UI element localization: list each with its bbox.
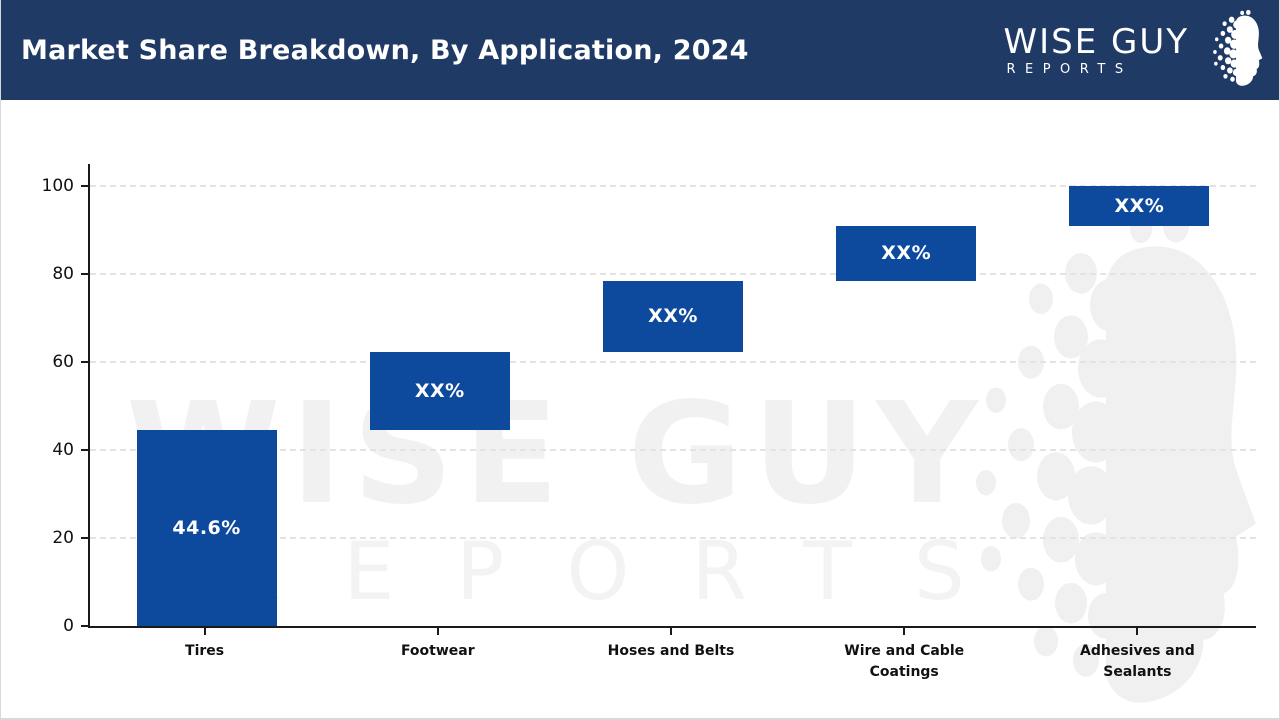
x-tick-mark — [436, 628, 439, 635]
y-tick-mark — [81, 273, 88, 275]
bar-adhesives-and-sealants: XX% — [1069, 186, 1210, 226]
bar-value-label: XX% — [1114, 194, 1165, 217]
x-tick-mark — [670, 628, 672, 635]
x-category-label: Hoses and Belts — [607, 643, 735, 659]
gridline-40 — [90, 449, 1256, 451]
y-tick-mark — [81, 537, 88, 539]
gridline-80 — [90, 273, 1256, 275]
bar-value-label: 44.6% — [172, 516, 241, 539]
gridline-20 — [90, 537, 1256, 539]
bar-hoses-and-belts: XX% — [603, 281, 743, 352]
y-tick-mark — [81, 361, 88, 363]
y-tick-mark — [81, 449, 88, 451]
logo-wordmark: WISE GUY REPORTS — [1003, 25, 1189, 76]
bar-value-label: XX% — [648, 305, 698, 328]
x-axis-labels: Tires Footwear Hoses and Belts Wire and Cab… — [88, 628, 1254, 698]
logo-dotted-head-icon — [1213, 10, 1263, 86]
y-tick-mark — [81, 625, 88, 627]
x-tick-mark — [903, 628, 906, 635]
gridline-100 — [90, 185, 1256, 187]
header: Market Share Breakdown, By Application, … — [1, 0, 1279, 100]
chart-area: WISE GUY REPORTS 0 20 40 60 80 100 44.6% XX% XX… — [1, 100, 1279, 718]
bar-wire-and-cable-coatings: XX% — [836, 225, 977, 282]
bar-tires: 44.6% — [136, 429, 277, 626]
y-tick-label: 80 — [52, 264, 74, 284]
y-tick-label: 0 — [63, 616, 74, 636]
y-tick-label: 100 — [41, 176, 74, 196]
y-tick-label: 20 — [52, 528, 74, 548]
x-tick-mark — [1136, 628, 1139, 635]
y-tick-mark — [81, 185, 88, 187]
x-category-label: Tires — [185, 643, 225, 659]
gridline-60 — [90, 361, 1256, 363]
x-tick-mark — [203, 628, 206, 635]
y-tick-label: 60 — [52, 352, 74, 372]
plot-area: 44.6% XX% XX% XX% XX% — [88, 164, 1256, 628]
x-category-label: Footwear — [400, 643, 475, 659]
bar-value-label: XX% — [881, 242, 932, 265]
x-category-label: Wire and Cable Coatings — [844, 643, 965, 680]
logo-line-reports: REPORTS — [1006, 61, 1133, 77]
wiseguy-logo: WISE GUY REPORTS — [1003, 10, 1265, 90]
chart-title: Market Share Breakdown, By Application, … — [21, 34, 749, 66]
y-tick-label: 40 — [52, 440, 74, 460]
bar-value-label: XX% — [414, 379, 465, 402]
logo-line-wise-guy: WISE GUY — [1003, 21, 1189, 62]
x-category-label: Adhesives and Sealants — [1080, 643, 1195, 680]
bar-footwear: XX% — [369, 351, 510, 430]
y-axis-labels: 0 20 40 60 80 100 — [1, 164, 88, 636]
